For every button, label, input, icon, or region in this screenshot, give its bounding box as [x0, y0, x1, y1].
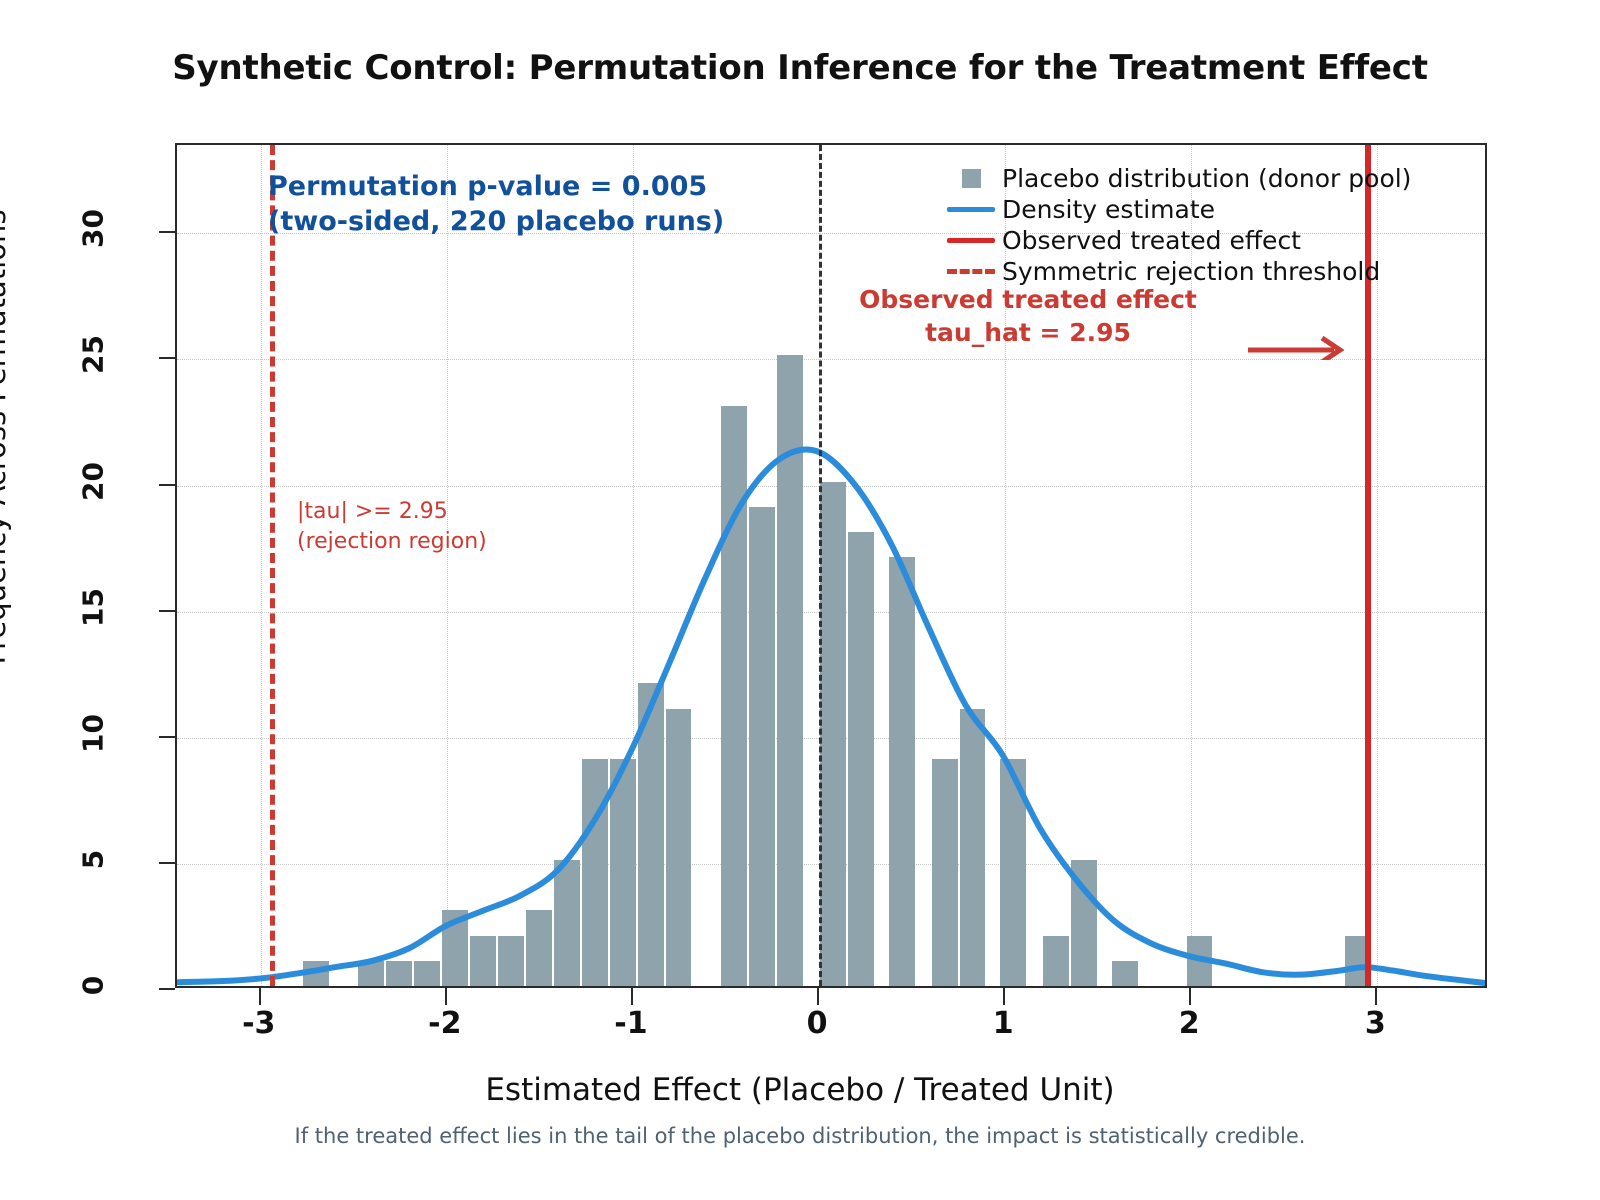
rejection-line-2: (rejection region) — [297, 528, 487, 554]
page-title: Synthetic Control: Permutation Inference… — [172, 48, 1428, 88]
x-tick-mark — [817, 988, 820, 1005]
y-tick-mark — [159, 861, 175, 864]
legend-glyph-shape — [947, 269, 995, 274]
gridline-horizontal — [177, 359, 1485, 361]
y-axis-label: Frequency Across Permutations — [0, 209, 12, 665]
histogram-bar — [609, 759, 636, 986]
gridline-vertical — [446, 145, 448, 986]
histogram-bar — [847, 531, 874, 986]
x-tick-label: 1 — [992, 1006, 1014, 1041]
plot-area — [175, 143, 1487, 988]
histogram-bar — [931, 759, 958, 986]
observed-effect-annotation: Observed treated effect tau_hat = 2.95 — [833, 284, 1223, 349]
histogram-bar — [414, 960, 441, 986]
y-tick-label: 5 — [76, 849, 110, 870]
histogram-bar — [819, 481, 846, 986]
histogram-bar — [358, 960, 385, 986]
x-tick-label: 0 — [806, 1006, 828, 1041]
y-tick-mark — [159, 357, 175, 360]
x-tick-label: 3 — [1364, 1006, 1386, 1041]
y-tick-label: 20 — [76, 461, 110, 501]
y-tick-label: 25 — [76, 335, 110, 375]
legend: Placebo distribution (donor pool) Density… — [940, 163, 1480, 287]
pvalue-annotation: Permutation p-value = 0.005 (two-sided, … — [268, 170, 724, 239]
legend-item-label: Symmetric rejection threshold — [1002, 257, 1381, 286]
histogram-bar — [777, 355, 804, 986]
gridline-vertical — [260, 145, 262, 986]
histogram-bar — [1112, 960, 1139, 986]
y-tick-label: 0 — [76, 975, 110, 996]
observed-line-2: tau_hat = 2.95 — [925, 317, 1131, 347]
y-tick-label: 30 — [76, 209, 110, 249]
histogram-bar — [581, 759, 608, 986]
histogram-bar — [553, 859, 580, 986]
legend-item-label: Observed treated effect — [1002, 226, 1301, 255]
zero-line — [819, 145, 823, 986]
histogram-bar — [470, 935, 496, 986]
histogram-bar — [749, 506, 776, 986]
y-tick-label: 15 — [76, 587, 110, 627]
y-tick-mark — [159, 231, 175, 234]
legend-item-label: Placebo distribution (donor pool) — [1002, 164, 1412, 193]
pvalue-line-1: Permutation p-value = 0.005 — [268, 171, 708, 202]
x-tick-mark — [444, 988, 447, 1005]
legend-item[interactable]: Placebo distribution (donor pool) — [940, 163, 1480, 194]
x-tick-label: -2 — [428, 1006, 462, 1041]
histogram-bar — [442, 910, 469, 986]
legend-glyph-shape — [947, 207, 995, 212]
x-tick-mark — [1375, 988, 1378, 1005]
figure-caption: If the treated effect lies in the tail o… — [294, 1124, 1306, 1148]
right-arrow-icon — [1248, 335, 1344, 360]
y-tick-mark — [159, 483, 175, 486]
legend-glyph-shape — [961, 169, 981, 188]
rejection-region-annotation: |tau| >= 2.95 (rejection region) — [297, 497, 487, 556]
histogram-bar — [302, 960, 329, 986]
y-tick-label: 10 — [76, 713, 110, 753]
x-tick-mark — [1003, 988, 1006, 1005]
gridline-horizontal — [177, 233, 1485, 235]
histogram-bar — [1186, 935, 1213, 986]
legend-item[interactable]: Symmetric rejection threshold — [940, 256, 1480, 287]
x-tick-mark — [258, 988, 261, 1005]
histogram-bar — [1071, 859, 1098, 986]
dashed-line-icon — [940, 256, 1002, 287]
legend-glyph-shape — [947, 238, 995, 243]
solid-line-icon — [940, 194, 1002, 225]
y-tick-mark — [159, 609, 175, 612]
square-swatch-icon — [940, 163, 1002, 194]
solid-line-icon — [940, 225, 1002, 256]
rejection-line-1: |tau| >= 2.95 — [297, 499, 448, 524]
histogram-bar — [1000, 759, 1027, 986]
x-tick-mark — [630, 988, 633, 1005]
legend-item-label: Density estimate — [1002, 195, 1216, 224]
legend-item[interactable]: Density estimate — [940, 194, 1480, 225]
legend-item[interactable]: Observed treated effect — [940, 225, 1480, 256]
pvalue-line-2: (two-sided, 220 placebo runs) — [268, 205, 725, 237]
histogram-bar — [386, 960, 413, 986]
histogram-bar — [637, 683, 664, 986]
histogram-bar — [888, 557, 915, 986]
histogram-bar — [665, 708, 692, 986]
rejection-threshold-negative — [270, 145, 276, 986]
histogram-bar — [959, 708, 986, 986]
histogram-bar — [525, 910, 552, 986]
histogram-bar — [1043, 935, 1070, 986]
x-axis-label: Estimated Effect (Placebo / Treated Unit… — [485, 1072, 1115, 1108]
histogram-bar — [721, 405, 748, 986]
x-tick-label: -3 — [242, 1006, 276, 1041]
observed-line-1: Observed treated effect — [859, 285, 1197, 314]
x-tick-label: -1 — [614, 1006, 648, 1041]
y-tick-mark — [159, 735, 175, 738]
x-tick-label: 2 — [1178, 1006, 1200, 1041]
y-tick-mark — [159, 988, 175, 990]
histogram-bar — [498, 935, 524, 986]
observed-treated-effect — [1365, 145, 1372, 986]
x-tick-mark — [1189, 988, 1192, 1005]
